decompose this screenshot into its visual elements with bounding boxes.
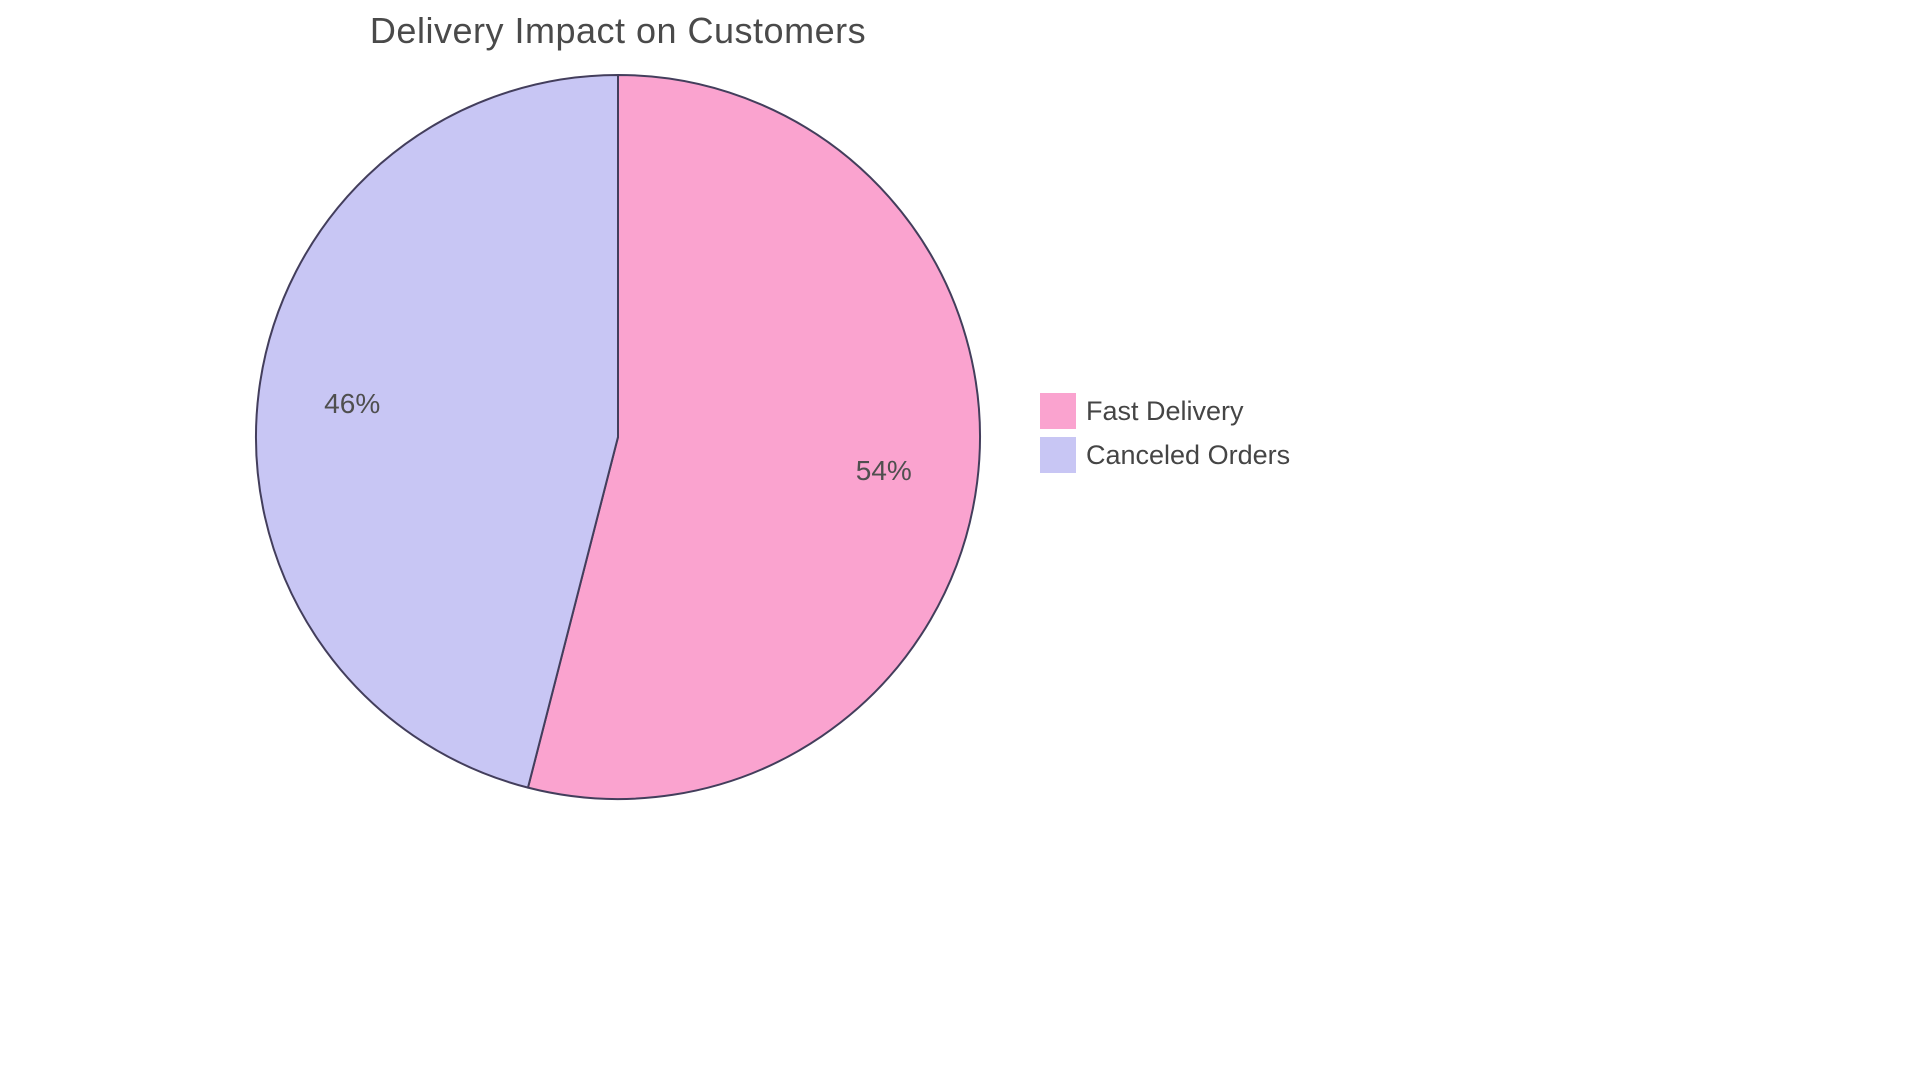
legend-item-fast-delivery: Fast Delivery (1040, 393, 1290, 429)
legend-item-canceled-orders: Canceled Orders (1040, 437, 1290, 473)
legend-swatch (1040, 437, 1076, 473)
pie-slice-value-label: 54% (856, 455, 912, 486)
legend-label: Fast Delivery (1086, 395, 1244, 426)
pie-slice-value-label: 46% (324, 388, 380, 419)
legend-label: Canceled Orders (1086, 439, 1291, 470)
chart-title: Delivery Impact on Customers (369, 10, 867, 51)
chart-legend: Fast Delivery Canceled Orders (1040, 393, 1290, 473)
pie-slice-canceled-orders (254, 74, 619, 789)
pie-chart: 54% 46% (254, 74, 981, 800)
legend-swatch (1040, 393, 1076, 429)
pie-slice-fast-delivery (526, 74, 981, 800)
